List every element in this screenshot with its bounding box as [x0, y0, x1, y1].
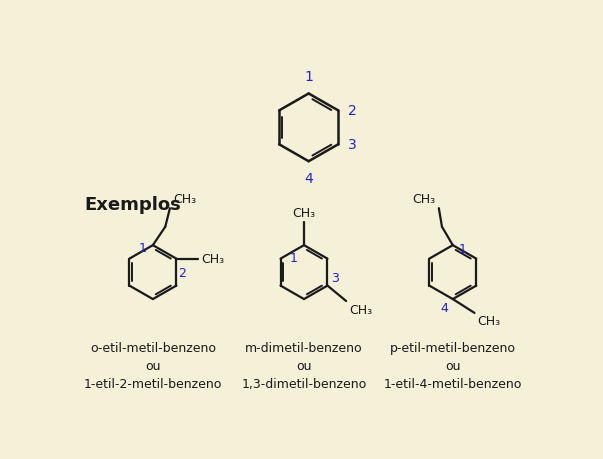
Text: 1: 1 — [459, 242, 467, 255]
Text: 4: 4 — [305, 172, 313, 186]
Text: 3: 3 — [349, 138, 357, 152]
Text: p-etil-metil-benzeno
ou
1-etil-4-metil-benzeno: p-etil-metil-benzeno ou 1-etil-4-metil-b… — [384, 341, 522, 391]
Text: 1: 1 — [139, 241, 147, 254]
Text: CH₃: CH₃ — [292, 207, 315, 219]
Text: o-etil-metil-benzeno
ou
1-etil-2-metil-benzeno: o-etil-metil-benzeno ou 1-etil-2-metil-b… — [84, 341, 222, 391]
Text: 2: 2 — [178, 267, 186, 280]
Text: CH₃: CH₃ — [173, 193, 196, 206]
Text: CH₃: CH₃ — [478, 315, 500, 328]
Text: 4: 4 — [440, 301, 448, 314]
Text: 3: 3 — [330, 271, 338, 285]
Text: CH₃: CH₃ — [349, 303, 372, 316]
Text: m-dimetil-benzeno
ou
1,3-dimetil-benzeno: m-dimetil-benzeno ou 1,3-dimetil-benzeno — [241, 341, 367, 391]
Text: Exemplos: Exemplos — [84, 196, 182, 213]
Text: 1: 1 — [304, 70, 313, 84]
Text: 2: 2 — [349, 104, 357, 118]
Text: CH₃: CH₃ — [201, 252, 224, 266]
Text: 1: 1 — [290, 252, 298, 265]
Text: CH₃: CH₃ — [412, 193, 436, 206]
